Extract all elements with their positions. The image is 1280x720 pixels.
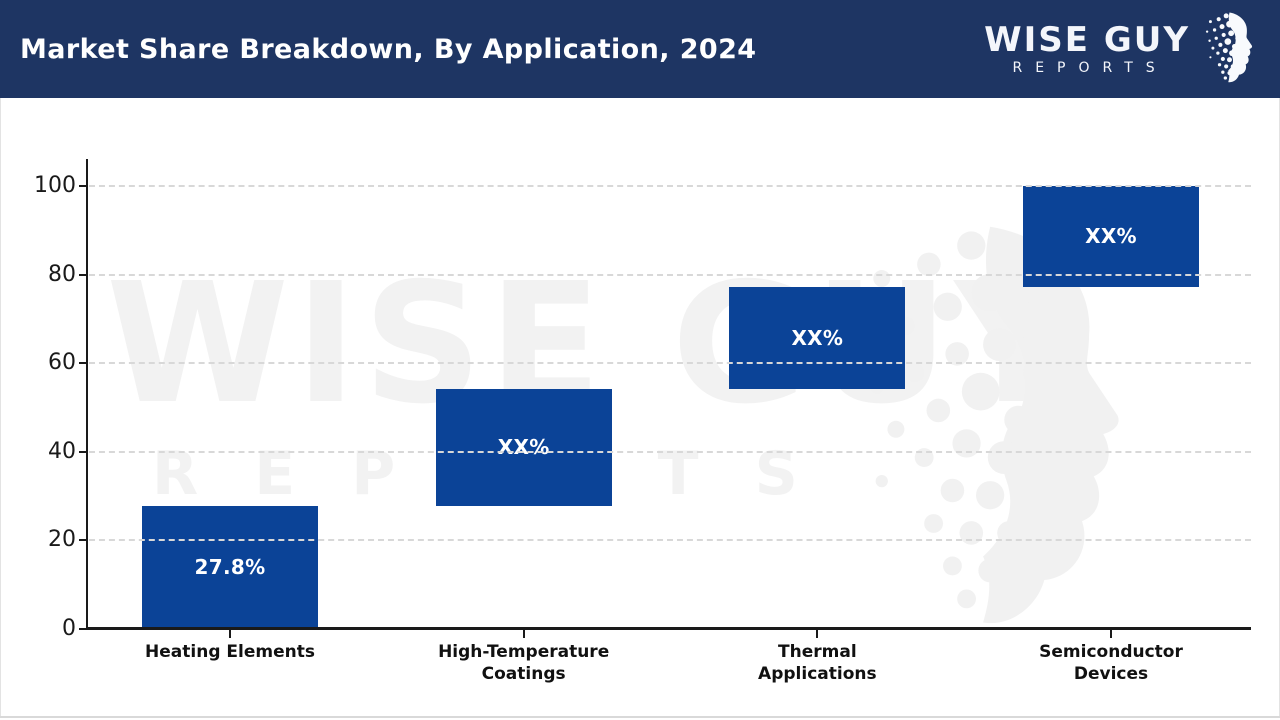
x-axis-line [86,627,1251,630]
y-tick-label-60: 60 [48,350,76,376]
y-tick-mark-100 [79,185,87,187]
logo-text: WISE GUY REPORTS [984,23,1190,75]
bar-thermal-applications: XX% [729,286,906,389]
bar-high-temperature-coatings: XX% [435,388,612,506]
logo-sub-text: REPORTS [1012,60,1168,76]
y-tick-label-100: 100 [34,173,76,198]
x-tick-label-1: High-Temperature Coatings [438,642,610,685]
y-axis-line [86,159,88,630]
x-tick-mark-0 [229,630,231,638]
x-tick-label-3: Semiconductor Devices [1039,642,1183,685]
wise-guy-logo: WISE GUY REPORTS [984,11,1256,87]
page-title: Market Share Breakdown, By Application, … [20,33,757,65]
y-tick-mark-40 [79,450,87,453]
left-border [0,98,1,716]
bar-value-label: 27.8% [194,555,266,580]
bar-value-label: XX% [497,435,550,460]
header: Market Share Breakdown, By Application, … [0,0,1280,98]
y-tick-mark-0 [79,628,87,630]
y-tick-mark-80 [79,273,87,276]
bottom-border [0,716,1280,718]
bar-value-label: XX% [791,325,844,350]
logo-face-icon [1198,11,1256,87]
y-tick-label-40: 40 [48,438,76,464]
bar-value-label: XX% [1085,224,1137,249]
x-tick-mark-1 [522,630,525,638]
y-tick-mark-60 [79,362,87,365]
y-tick-label-80: 80 [48,261,76,287]
y-tick-label-20: 20 [48,527,76,553]
y-tick-label-0: 0 [62,616,76,641]
bar-semiconductor-devices: XX% [1023,186,1199,287]
logo-brand-text: WISE GUY [984,20,1190,60]
x-tick-mark-3 [1110,630,1112,638]
bar-heating-elements: 27.8% [142,505,318,629]
x-tick-label-2: Thermal Applications [758,642,877,685]
y-tick-mark-20 [79,539,87,542]
x-tick-mark-2 [816,630,819,638]
x-tick-label-0: Heating Elements [145,642,315,662]
